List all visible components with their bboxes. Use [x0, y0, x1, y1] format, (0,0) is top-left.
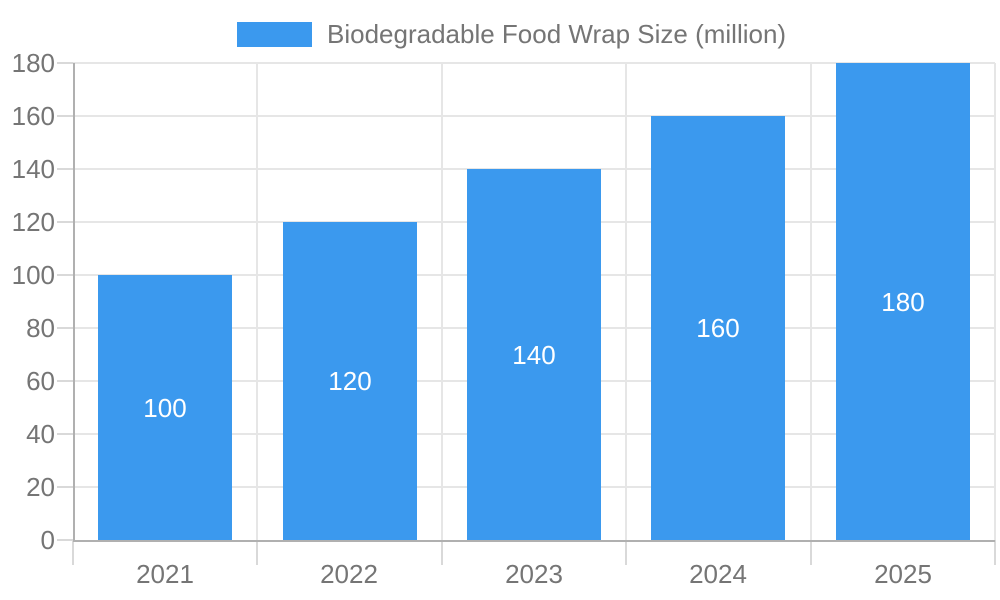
- x-axis-label: 2021: [136, 559, 194, 589]
- y-axis-label: 40: [26, 419, 55, 449]
- bar-value-label: 100: [143, 393, 187, 423]
- y-gridline: [73, 115, 995, 117]
- bar: [283, 222, 417, 540]
- bar-value-label: 160: [696, 313, 740, 343]
- y-tick: [57, 433, 73, 435]
- y-tick: [57, 115, 73, 117]
- x-gridline: [994, 63, 996, 540]
- y-axis-label: 180: [11, 48, 55, 78]
- y-gridline: [73, 62, 995, 64]
- y-tick: [57, 380, 73, 382]
- x-axis-label: 2022: [320, 559, 378, 589]
- y-axis-label: 20: [26, 472, 55, 502]
- x-tick: [810, 540, 812, 565]
- y-axis-label: 80: [26, 313, 55, 343]
- y-tick: [57, 539, 73, 541]
- y-axis-label: 60: [26, 366, 55, 396]
- bar: [98, 275, 232, 540]
- y-tick: [57, 274, 73, 276]
- y-tick: [57, 221, 73, 223]
- x-tick: [72, 540, 74, 565]
- y-axis-label: 100: [11, 260, 55, 290]
- x-tick: [256, 540, 258, 565]
- bar: [651, 116, 785, 540]
- y-axis-line: [73, 63, 75, 542]
- x-gridline: [256, 63, 258, 540]
- x-tick: [994, 540, 996, 565]
- y-tick: [57, 168, 73, 170]
- x-axis-label: 2023: [505, 559, 563, 589]
- legend-label: Biodegradable Food Wrap Size (million): [327, 19, 787, 49]
- x-gridline: [810, 63, 812, 540]
- chart-legend: Biodegradable Food Wrap Size (million): [237, 19, 787, 49]
- x-axis-line: [73, 540, 995, 542]
- bar: [467, 169, 601, 540]
- y-axis-label: 0: [40, 525, 55, 555]
- y-axis-label: 140: [11, 154, 55, 184]
- legend-swatch: [237, 22, 312, 47]
- x-gridline: [441, 63, 443, 540]
- y-axis-label: 160: [11, 101, 55, 131]
- bar-value-label: 180: [881, 287, 925, 317]
- y-axis-label: 120: [11, 207, 55, 237]
- x-gridline: [625, 63, 627, 540]
- bar: [836, 63, 970, 540]
- x-tick: [625, 540, 627, 565]
- bar-value-label: 140: [512, 340, 556, 370]
- y-tick: [57, 327, 73, 329]
- y-tick: [57, 486, 73, 488]
- x-tick: [441, 540, 443, 565]
- x-axis-label: 2025: [874, 559, 932, 589]
- y-tick: [57, 62, 73, 64]
- bar-value-label: 120: [328, 366, 372, 396]
- x-axis-label: 2024: [689, 559, 747, 589]
